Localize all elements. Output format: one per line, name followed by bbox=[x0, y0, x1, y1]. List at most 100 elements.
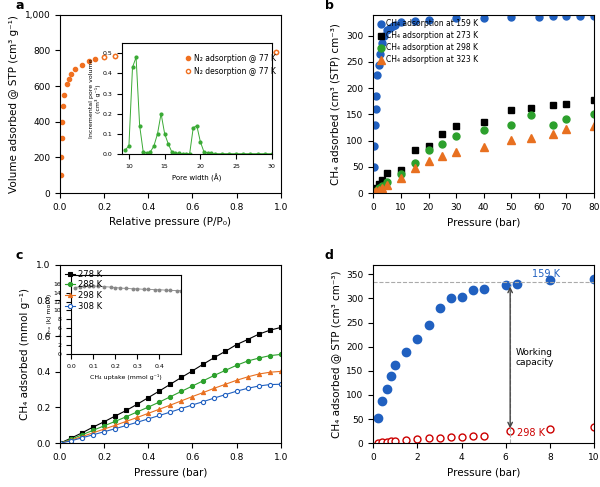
N₂ desorption @ 77 K bbox=[244, 49, 251, 55]
278 K bbox=[122, 408, 130, 413]
288 K bbox=[277, 352, 284, 357]
CH₄ adsorption at 159 K bbox=[549, 13, 556, 19]
X-axis label: Relative pressure (P/P₀): Relative pressure (P/P₀) bbox=[109, 218, 232, 227]
CH₄ adsorption at 159 K bbox=[397, 19, 404, 25]
308 K bbox=[101, 429, 108, 435]
278 K bbox=[233, 342, 240, 348]
CH₄ adsorption at 273 K bbox=[549, 102, 556, 108]
N₂ adsorption @ 77 K bbox=[155, 51, 163, 56]
Text: b: b bbox=[325, 0, 334, 12]
298 K bbox=[255, 371, 262, 377]
CH₄ adsorption at 159 K bbox=[535, 14, 542, 19]
288 K bbox=[255, 355, 262, 361]
278 K bbox=[134, 401, 141, 407]
CH₄ adsorption at 159 K bbox=[372, 106, 379, 112]
CH₄ adsorption at 159 K bbox=[378, 40, 385, 46]
CH₄ adsorption at 159 K bbox=[392, 21, 399, 27]
Text: 159 K: 159 K bbox=[532, 269, 560, 279]
278 K bbox=[145, 395, 152, 401]
278 K bbox=[244, 337, 251, 342]
288 K bbox=[178, 389, 185, 394]
N₂ adsorption @ 77 K bbox=[211, 50, 218, 56]
Y-axis label: CH₄ adsorbed (mmol g⁻¹): CH₄ adsorbed (mmol g⁻¹) bbox=[20, 288, 31, 420]
298 K bbox=[67, 437, 74, 443]
Line: N₂ adsorption @ 77 K: N₂ adsorption @ 77 K bbox=[59, 50, 278, 177]
278 K bbox=[112, 413, 119, 419]
CH₄ adsorption at 273 K bbox=[508, 107, 515, 113]
N₂ desorption @ 77 K bbox=[122, 52, 130, 57]
N₂ adsorption @ 77 K bbox=[57, 172, 64, 178]
CH₄ adsorption at 273 K bbox=[383, 170, 391, 176]
308 K bbox=[244, 385, 251, 391]
298 K bbox=[277, 369, 284, 375]
Line: CH₄ adsorption at 323 K: CH₄ adsorption at 323 K bbox=[371, 122, 598, 196]
308 K bbox=[233, 388, 240, 394]
N₂ desorption @ 77 K bbox=[134, 51, 141, 57]
308 K bbox=[112, 426, 119, 431]
Line: CH₄ adsorption at 159 K: CH₄ adsorption at 159 K bbox=[370, 12, 598, 170]
278 K bbox=[277, 324, 284, 330]
CH₄ adsorption at 273 K bbox=[397, 167, 404, 172]
CH₄ adsorption at 323 K bbox=[383, 182, 391, 187]
CH₄ adsorption at 159 K bbox=[386, 25, 394, 31]
CH₄ adsorption at 273 K bbox=[563, 101, 570, 107]
288 K bbox=[200, 378, 207, 384]
Text: d: d bbox=[325, 249, 334, 262]
Y-axis label: Volume adsorbed @ STP (cm³ g⁻¹): Volume adsorbed @ STP (cm³ g⁻¹) bbox=[9, 15, 19, 193]
298 K bbox=[112, 422, 119, 428]
CH₄ adsorption at 273 K bbox=[371, 187, 379, 193]
298 K bbox=[222, 381, 229, 387]
Line: CH₄ adsorption at 273 K: CH₄ adsorption at 273 K bbox=[371, 96, 598, 194]
288 K bbox=[67, 436, 74, 442]
CH₄ adsorption at 298 K bbox=[439, 141, 446, 147]
N₂ adsorption @ 77 K bbox=[72, 66, 79, 72]
278 K bbox=[67, 435, 74, 441]
N₂ adsorption @ 77 K bbox=[167, 51, 174, 56]
N₂ adsorption @ 77 K bbox=[200, 50, 207, 56]
N₂ desorption @ 77 K bbox=[112, 53, 119, 58]
278 K bbox=[200, 361, 207, 367]
298 K bbox=[155, 406, 163, 412]
CH₄ adsorption at 323 K bbox=[452, 150, 460, 155]
CH₄ adsorption at 323 K bbox=[375, 187, 382, 192]
N₂ desorption @ 77 K bbox=[178, 50, 185, 56]
CH₄ adsorption at 159 K bbox=[371, 122, 379, 128]
288 K bbox=[233, 362, 240, 368]
CH₄ adsorption at 159 K bbox=[375, 61, 382, 67]
N₂ adsorption @ 77 K bbox=[85, 58, 92, 64]
CH₄ adsorption at 323 K bbox=[439, 153, 446, 159]
CH₄ adsorption at 273 K bbox=[373, 185, 380, 191]
288 K bbox=[222, 367, 229, 373]
288 K bbox=[112, 418, 119, 424]
N₂ desorption @ 77 K bbox=[211, 50, 218, 56]
298 K bbox=[233, 377, 240, 383]
N₂ adsorption @ 77 K bbox=[58, 135, 65, 141]
N₂ adsorption @ 77 K bbox=[134, 51, 141, 57]
N₂ adsorption @ 77 K bbox=[63, 81, 70, 87]
308 K bbox=[56, 440, 64, 446]
308 K bbox=[200, 399, 207, 405]
X-axis label: Pressure (bar): Pressure (bar) bbox=[134, 468, 207, 477]
CH₄ adsorption at 323 K bbox=[373, 188, 380, 194]
N₂ desorption @ 77 K bbox=[167, 51, 174, 56]
CH₄ adsorption at 298 K bbox=[425, 147, 432, 153]
CH₄ adsorption at 323 K bbox=[508, 137, 515, 143]
Text: Working
capacity: Working capacity bbox=[515, 348, 554, 367]
CH₄ adsorption at 298 K bbox=[480, 127, 487, 133]
278 K bbox=[79, 430, 86, 436]
Y-axis label: CH₄ adsorbed @ STP (cm³ cm⁻³): CH₄ adsorbed @ STP (cm³ cm⁻³) bbox=[331, 270, 341, 438]
N₂ adsorption @ 77 K bbox=[266, 49, 273, 55]
308 K bbox=[189, 402, 196, 408]
CH₄ adsorption at 273 K bbox=[527, 105, 534, 111]
308 K bbox=[145, 416, 152, 422]
CH₄ adsorption at 273 K bbox=[378, 177, 385, 183]
CH₄ adsorption at 159 K bbox=[411, 18, 418, 24]
Legend: CH₄ adsorption at 159 K, CH₄ adsorption at 273 K, CH₄ adsorption at 298 K, CH₄ a: CH₄ adsorption at 159 K, CH₄ adsorption … bbox=[377, 19, 479, 65]
CH₄ adsorption at 298 K bbox=[563, 116, 570, 122]
X-axis label: Pressure (bar): Pressure (bar) bbox=[447, 468, 520, 477]
298 K bbox=[211, 385, 218, 391]
N₂ adsorption @ 77 K bbox=[79, 62, 86, 68]
N₂ desorption @ 77 K bbox=[145, 51, 152, 56]
278 K bbox=[56, 440, 64, 446]
288 K bbox=[167, 394, 174, 400]
